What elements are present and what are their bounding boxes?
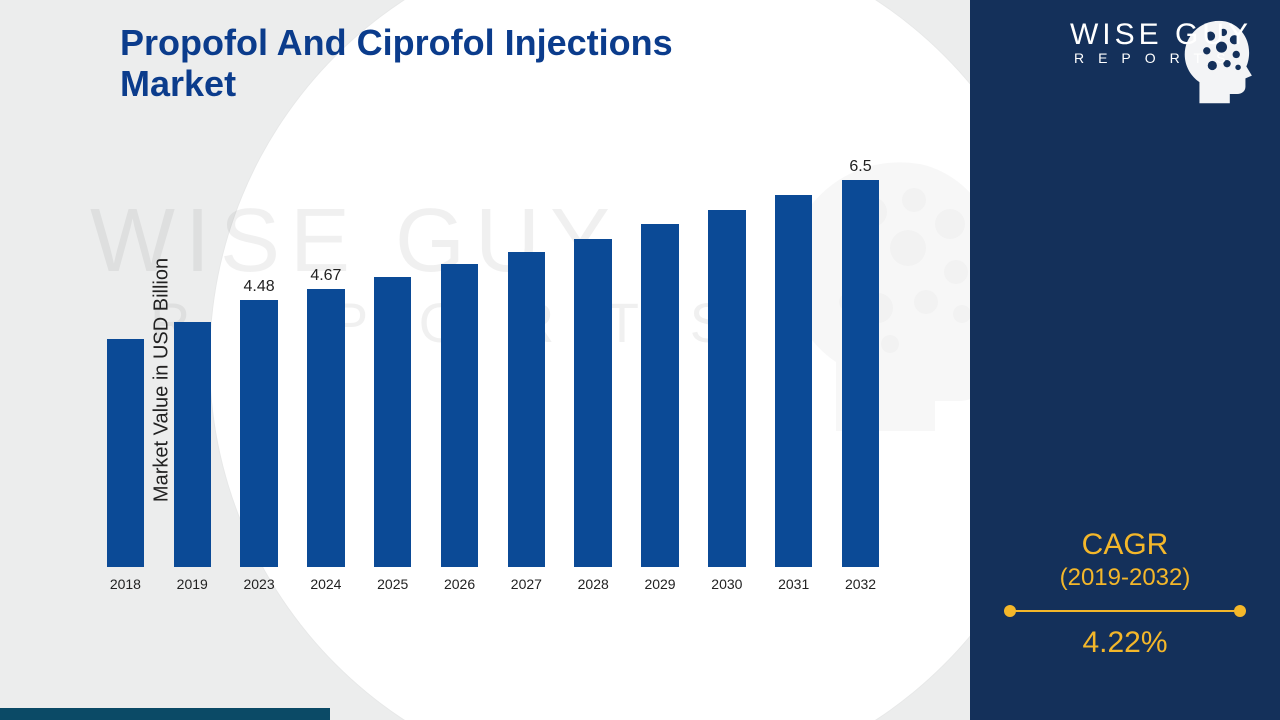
x-tick-label: 2025 xyxy=(369,570,416,592)
bar-wrap xyxy=(102,150,149,567)
page-title: Propofol And Ciprofol Injections Market xyxy=(120,22,760,105)
bar-value-label: 4.48 xyxy=(243,278,274,296)
x-tick-label: 2030 xyxy=(703,570,750,592)
bar-value-label: 4.67 xyxy=(310,267,341,285)
bar-wrap: 4.48 xyxy=(236,150,283,567)
x-tick-label: 2029 xyxy=(637,570,684,592)
x-tick-label: 2028 xyxy=(570,570,617,592)
page-root: WISE GUY R E P O R T S Propofol And Cipr… xyxy=(0,0,1280,720)
cagr-block: CAGR (2019-2032) 4.22% xyxy=(1000,528,1250,660)
bars-container: 4.48 4.67 6.5 xyxy=(96,150,890,567)
bar-chart: Market Value in USD Billion 4.484.676.5 … xyxy=(60,150,890,610)
bar-wrap xyxy=(503,150,550,567)
bar xyxy=(107,339,144,567)
bar xyxy=(842,180,879,567)
x-tick-label: 2023 xyxy=(236,570,283,592)
bar-wrap xyxy=(637,150,684,567)
bar-wrap: 4.67 xyxy=(302,150,349,567)
bar-wrap xyxy=(369,150,416,567)
bar-value-label: 6.5 xyxy=(849,158,871,176)
x-tick-label: 2031 xyxy=(770,570,817,592)
bar-wrap xyxy=(570,150,617,567)
x-tick-label: 2019 xyxy=(169,570,216,592)
bar xyxy=(775,195,812,567)
bar xyxy=(574,239,611,567)
cagr-value: 4.22% xyxy=(1000,626,1250,660)
bar xyxy=(508,252,545,567)
plot-area: 4.48 4.67 6.5 xyxy=(96,150,890,568)
bar-wrap xyxy=(770,150,817,567)
bar xyxy=(441,264,478,567)
x-tick-label: 2018 xyxy=(102,570,149,592)
bottom-accent-bar xyxy=(0,708,330,720)
bar xyxy=(641,224,678,567)
bar xyxy=(374,277,411,567)
x-axis: 2018 2019 2023 2024 2025 2026 2027 2028 2029 2030… xyxy=(96,570,890,592)
x-tick-label: 2026 xyxy=(436,570,483,592)
bar xyxy=(708,210,745,567)
cagr-period: (2019-2032) xyxy=(1000,564,1250,592)
brand-line1: WISE GUY xyxy=(1070,18,1252,52)
bar xyxy=(240,300,277,567)
bar xyxy=(307,289,344,567)
bar xyxy=(174,322,211,567)
bar-wrap xyxy=(703,150,750,567)
cagr-label: CAGR xyxy=(1000,528,1250,562)
x-tick-label: 2027 xyxy=(503,570,550,592)
x-tick-label: 2024 xyxy=(302,570,349,592)
brand-logo: WISE GUY REPORTS xyxy=(1070,18,1252,66)
cagr-divider xyxy=(1010,610,1240,612)
brand-line2: REPORTS xyxy=(1070,50,1252,66)
x-tick-label: 2032 xyxy=(837,570,884,592)
bar-wrap: 6.5 xyxy=(837,150,884,567)
bar-wrap xyxy=(169,150,216,567)
bar-wrap xyxy=(436,150,483,567)
